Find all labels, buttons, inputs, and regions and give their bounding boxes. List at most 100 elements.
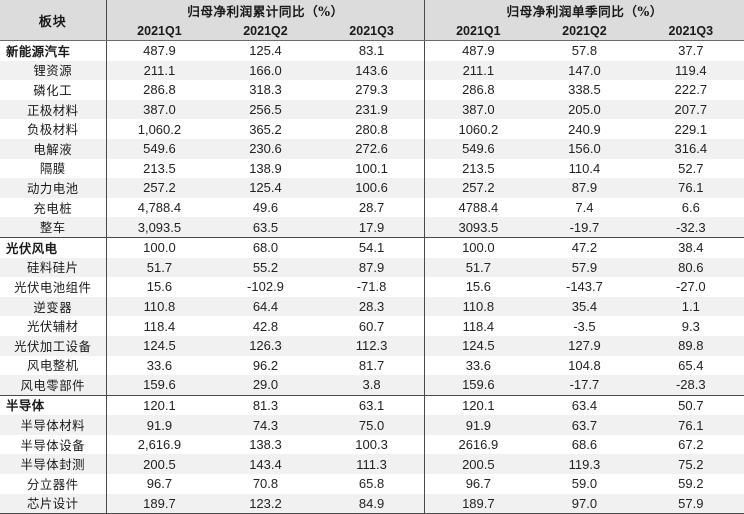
header-quarter-cum-q3: 2021Q3	[318, 21, 426, 41]
data-cell: 96.7	[146, 476, 173, 492]
data-cell: 29.0	[212, 375, 319, 396]
data-cell: 200.5	[424, 454, 532, 475]
data-cell: 87.9	[531, 178, 638, 198]
data-cell: 1.1	[637, 296, 744, 317]
data-cell: 211.1	[106, 60, 213, 81]
table-row: 正极材料 387.0 256.5 231.9 387.0 205.0 207.7	[0, 99, 744, 120]
sector-group-label: 半导体	[0, 394, 107, 416]
data-cell: 68.0	[212, 236, 319, 258]
data-cell: 63.5	[212, 217, 319, 238]
sector-sub-label: 磷化工	[0, 80, 107, 100]
data-cell: 231.9	[318, 99, 426, 120]
data-cell: 316.4	[637, 138, 744, 159]
data-cell: 111.3	[318, 454, 426, 475]
data-cell: 118.4	[143, 318, 176, 334]
table-body: 新能源汽车 487.9 125.4 83.1 487.9 57.8 37.7 锂资源 211.1…	[0, 40, 744, 514]
data-cell: 125.4	[212, 178, 319, 198]
data-cell: 28.3	[318, 296, 426, 317]
sector-sub-label: 逆变器	[0, 296, 107, 317]
data-cell: 189.7	[106, 493, 213, 514]
data-cell: 365.2	[249, 121, 282, 137]
data-cell: 57.9	[531, 257, 638, 278]
header-quarter-cum-q1: 2021Q1	[106, 21, 213, 41]
table-row: 新能源汽车 487.9 125.4 83.1 487.9 57.8 37.7	[0, 40, 744, 61]
table-row: 锂资源 211.1 166.0 143.6 211.1 147.0 119.4	[0, 60, 744, 81]
data-cell: 84.9	[318, 493, 426, 514]
table-header: 板块 归母净利润累计同比（%） 归母净利润单季同比（%） 2021Q1 2021…	[0, 0, 744, 41]
data-cell: 213.5	[462, 160, 495, 176]
data-cell: -3.5	[573, 318, 596, 334]
data-cell: 70.8	[252, 476, 279, 492]
data-cell: 4788.4	[458, 200, 499, 216]
table-row: 动力电池 257.2 125.4 100.6 257.2 87.9 76.1	[0, 178, 744, 198]
data-cell: 127.9	[531, 335, 638, 356]
data-cell: 338.5	[568, 82, 601, 98]
data-cell: 81.7	[318, 355, 426, 376]
data-cell: 487.9	[462, 43, 495, 59]
data-cell: 49.6	[252, 200, 279, 216]
data-cell: 230.6	[212, 138, 319, 159]
data-cell: 126.3	[212, 335, 319, 356]
data-cell: 279.3	[318, 80, 426, 100]
sector-sub-label: 硅料硅片	[0, 257, 107, 278]
data-cell: 38.4	[637, 236, 744, 258]
data-cell: 211.1	[424, 60, 532, 81]
table-row: 半导体材料 91.9 74.3 75.0 91.9 63.7 76.1	[0, 415, 744, 435]
data-cell: 256.5	[212, 99, 319, 120]
data-cell: 100.1	[318, 158, 426, 179]
data-cell: 65.8	[318, 474, 426, 494]
data-cell: 67.2	[678, 437, 704, 453]
data-cell: -102.9	[247, 279, 284, 295]
data-cell: 159.6	[424, 375, 532, 396]
data-cell: 110.8	[106, 296, 213, 317]
data-cell: 110.4	[568, 160, 601, 176]
data-cell: -27.0	[675, 279, 706, 295]
data-cell: 59.2	[678, 476, 704, 492]
sector-sub-label: 隔膜	[0, 158, 107, 179]
data-cell: 80.6	[637, 257, 744, 278]
data-cell: 81.3	[212, 394, 319, 416]
data-cell: 229.1	[674, 121, 708, 137]
table-row: 光伏电池组件 15.6 -102.9 -71.8 15.6 -143.7 -27.0	[0, 277, 744, 297]
data-cell: 2616.9	[458, 437, 499, 453]
data-cell: 9.3	[681, 318, 700, 334]
data-cell: 7.4	[575, 200, 594, 216]
data-cell: 387.0	[424, 99, 532, 120]
data-cell: 60.7	[318, 316, 426, 336]
data-cell: 200.5	[106, 454, 213, 475]
data-cell: 112.3	[318, 335, 426, 356]
data-cell: 15.6	[465, 279, 492, 295]
sector-sub-label: 负极材料	[0, 119, 107, 139]
sector-sub-label: 锂资源	[0, 60, 107, 81]
sector-sub-label: 光伏辅材	[0, 316, 107, 336]
sector-sub-label: 电解液	[0, 138, 107, 159]
table-row: 半导体封测 200.5 143.4 111.3 200.5 119.3 75.2	[0, 454, 744, 475]
data-cell: 100.0	[424, 236, 532, 258]
data-cell: 3093.5	[424, 217, 532, 238]
data-cell: 96.2	[252, 357, 279, 373]
sector-sub-label: 风电整机	[0, 355, 107, 376]
header-sector-label: 板块	[0, 0, 107, 41]
data-cell: 257.2	[424, 178, 532, 198]
table-row: 硅料硅片 51.7 55.2 87.9 51.7 57.9 80.6	[0, 257, 744, 278]
sector-group-label: 新能源汽车	[0, 40, 107, 61]
sector-sub-label: 半导体封测	[0, 454, 107, 475]
header-quarter-sng-q1: 2021Q1	[424, 21, 532, 41]
data-cell: 4,788.4	[137, 200, 182, 216]
data-cell: 57.9	[637, 493, 744, 514]
sector-group-label: 光伏风电	[0, 236, 107, 258]
data-cell: 83.1	[318, 40, 426, 61]
data-cell: 33.6	[465, 357, 492, 373]
sector-sub-label: 分立器件	[0, 474, 107, 494]
data-cell: 74.3	[212, 415, 319, 435]
header-quarter-cum-q2: 2021Q2	[212, 21, 319, 41]
data-cell: 89.8	[637, 335, 744, 356]
data-cell: -32.3	[637, 217, 744, 238]
data-cell: 166.0	[212, 60, 319, 81]
data-cell: 138.3	[249, 437, 282, 453]
data-cell: 100.0	[106, 236, 213, 258]
data-cell: 118.4	[462, 318, 495, 334]
data-cell: 47.2	[531, 236, 638, 258]
sector-sub-label: 风电零部件	[0, 375, 107, 396]
